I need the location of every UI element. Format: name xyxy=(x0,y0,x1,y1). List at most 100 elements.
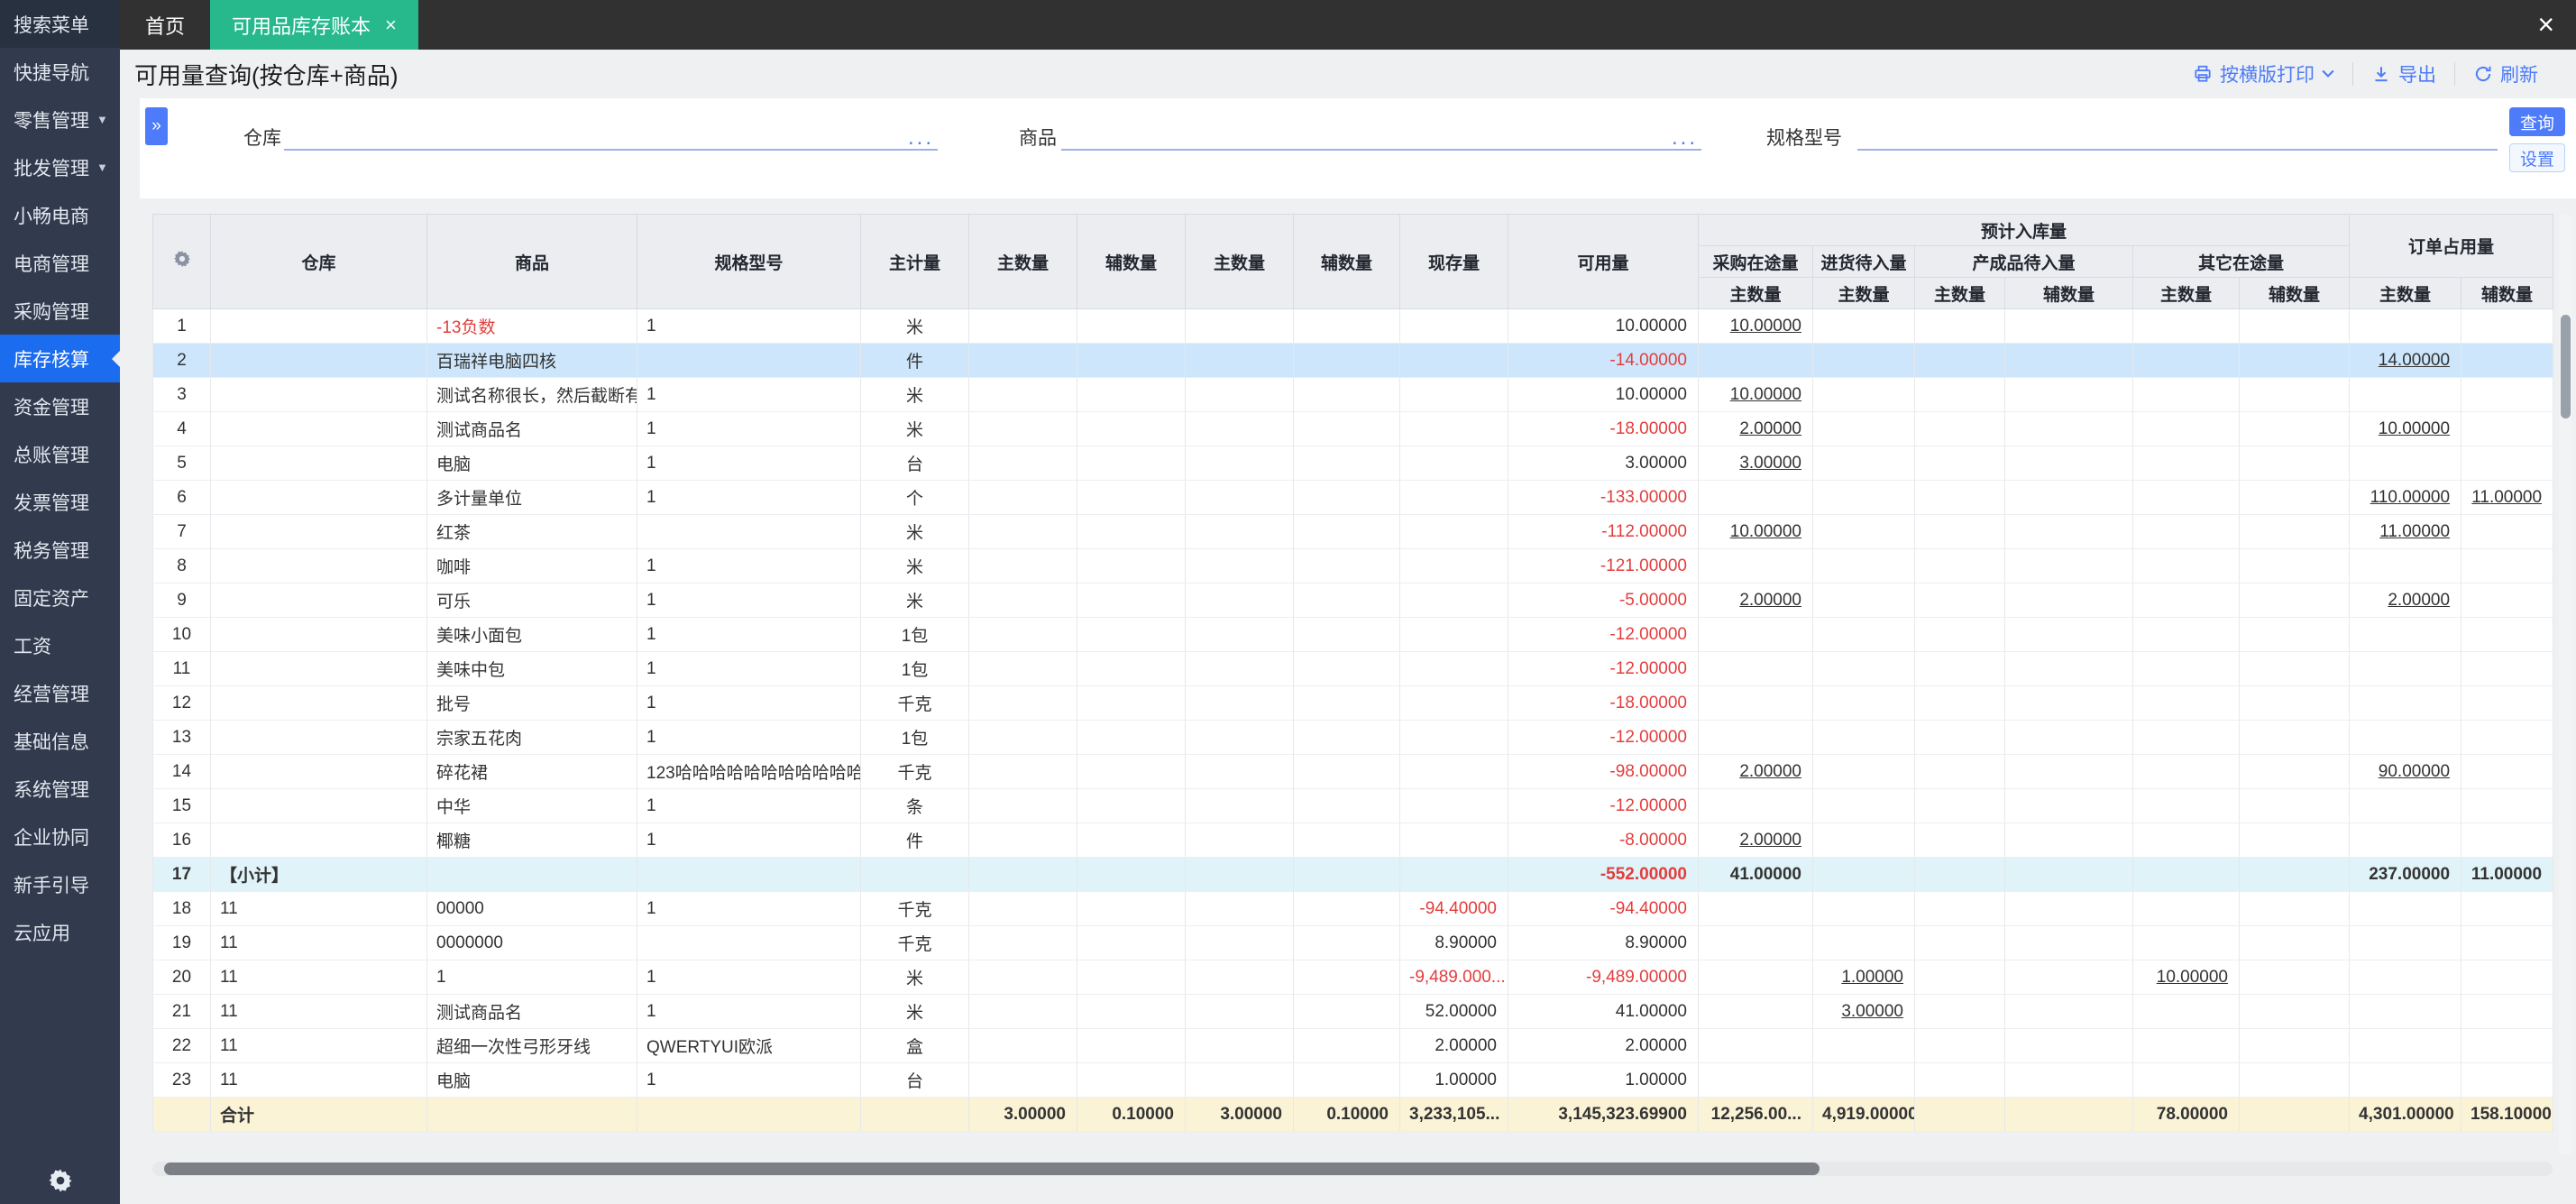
col-header-unit[interactable]: 主计量 xyxy=(860,214,969,309)
table-row[interactable]: 1 -13负数 1 米 10.00000 10.00000 xyxy=(152,308,2554,344)
cell[interactable]: 3.00000 xyxy=(1812,994,1915,1029)
table-row[interactable]: 4 测试商品名 1 米 -18.00000 2.00000 10.00000 xyxy=(152,411,2554,446)
table-row[interactable]: 14 碎花裙 123哈哈哈哈哈哈哈哈哈哈哈... 千克 -98.00000 2.00000… xyxy=(152,754,2554,789)
tab-home[interactable]: 首页 xyxy=(120,0,210,50)
query-button[interactable]: 查询 xyxy=(2509,107,2565,136)
product-input[interactable]: ... xyxy=(1061,115,1701,151)
cell[interactable]: 11.00000 xyxy=(2349,514,2462,549)
col-header-main-qty[interactable]: 主数量 xyxy=(968,214,1077,309)
table-row[interactable]: 5 电脑 1 台 3.00000 3.00000 xyxy=(152,446,2554,481)
print-landscape-button[interactable]: 按横版打印 xyxy=(2193,60,2334,87)
sidebar-item-19[interactable]: 云应用 xyxy=(0,908,120,956)
table-row[interactable]: 20 11 1 1 米 -9,489.000... -9,489.00000 1.00000 1… xyxy=(152,960,2554,995)
group-header-order-occupied[interactable]: 订单占用量 xyxy=(2349,214,2554,278)
col-header-stock[interactable]: 现存量 xyxy=(1399,214,1508,309)
col-header-purchase-transit[interactable]: 采购在途量 xyxy=(1698,245,1813,278)
cell[interactable]: 2.00000 xyxy=(1698,411,1813,446)
cell[interactable]: 10.00000 xyxy=(1698,514,1813,549)
export-button[interactable]: 导出 xyxy=(2371,60,2436,87)
col-header-main-qty[interactable]: 主数量 xyxy=(2349,277,2462,309)
cell[interactable]: 10.00000 xyxy=(1698,377,1813,412)
col-header-product[interactable]: 商品 xyxy=(426,214,637,309)
sidebar-item-15[interactable]: 基础信息 xyxy=(0,717,120,765)
table-row[interactable]: 22 11 超细一次性弓形牙线 QWERTYUI欧派盒 2.00000 2.00000 xyxy=(152,1028,2554,1063)
sidebar-item-11[interactable]: 税务管理 xyxy=(0,526,120,574)
horizontal-scrollbar[interactable] xyxy=(152,1162,2553,1176)
spec-input[interactable] xyxy=(1857,115,2498,151)
warehouse-picker-button[interactable]: ... xyxy=(907,125,934,150)
column-settings-button[interactable] xyxy=(152,214,211,309)
cell[interactable]: 110.00000 xyxy=(2349,480,2462,515)
cell[interactable]: 11.00000 xyxy=(2461,480,2554,515)
sidebar-item-17[interactable]: 企业协同 xyxy=(0,813,120,860)
cell[interactable]: 10.00000 xyxy=(2349,411,2462,446)
sidebar-item-4[interactable]: 小畅电商 xyxy=(0,191,120,239)
settings-gear-icon[interactable] xyxy=(0,1168,120,1193)
sidebar-item-8[interactable]: 资金管理 xyxy=(0,382,120,430)
product-picker-button[interactable]: ... xyxy=(1671,125,1698,150)
sidebar-item-5[interactable]: 电商管理 xyxy=(0,239,120,287)
sidebar-item-0[interactable]: 搜索菜单 xyxy=(0,0,120,48)
col-header-main-qty[interactable]: 主数量 xyxy=(1698,277,1813,309)
table-row[interactable]: 13 宗家五花肉 1 1包 -12.00000 xyxy=(152,720,2554,755)
table-row[interactable]: 10 美味小面包 1 1包 -12.00000 xyxy=(152,617,2554,652)
sidebar-item-7[interactable]: 库存核算 xyxy=(0,335,120,382)
sidebar-item-3[interactable]: 批发管理 ▼ xyxy=(0,143,120,191)
table-row[interactable]: 6 多计量单位 1 个 -133.00000 110.00000 11.00000 xyxy=(152,480,2554,515)
table-row[interactable]: 8 咖啡 1 米 -121.00000 xyxy=(152,548,2554,584)
refresh-button[interactable]: 刷新 xyxy=(2473,60,2538,87)
table-row[interactable]: 15 中华 1 条 -12.00000 xyxy=(152,788,2554,823)
cell[interactable]: 2.00000 xyxy=(1698,823,1813,858)
group-header-expected-in[interactable]: 预计入库量 xyxy=(1697,214,2351,246)
sidebar-item-1[interactable]: 快捷导航 xyxy=(0,48,120,96)
vertical-scrollbar[interactable] xyxy=(2559,214,2572,1155)
sidebar-item-14[interactable]: 经营管理 xyxy=(0,669,120,717)
col-header-available[interactable]: 可用量 xyxy=(1508,214,1699,309)
table-row[interactable]: 23 11 电脑 1 台 1.00000 1.00000 xyxy=(152,1062,2554,1098)
sidebar-item-9[interactable]: 总账管理 xyxy=(0,430,120,478)
cell[interactable]: 2.00000 xyxy=(1698,754,1813,789)
sidebar-item-16[interactable]: 系统管理 xyxy=(0,765,120,813)
col-header-finished-pending[interactable]: 产成品待入量 xyxy=(1914,245,2133,278)
table-row[interactable]: 21 11 测试商品名 1 米 52.00000 41.00000 3.00000 xyxy=(152,994,2554,1029)
col-header-aux-qty[interactable]: 辅数量 xyxy=(1077,214,1186,309)
col-header-main-qty[interactable]: 主数量 xyxy=(1812,277,1915,309)
sidebar-item-6[interactable]: 采购管理 xyxy=(0,287,120,335)
warehouse-input[interactable]: ... xyxy=(284,115,938,151)
tab-active-inventory-ledger[interactable]: 可用品库存账本 × xyxy=(210,0,418,50)
col-header-spec[interactable]: 规格型号 xyxy=(637,214,861,309)
cell[interactable]: 14.00000 xyxy=(2349,343,2462,378)
cell[interactable]: 2.00000 xyxy=(1698,583,1813,618)
cell[interactable]: 10.00000 xyxy=(2132,960,2240,995)
col-header-aux-qty[interactable]: 辅数量 xyxy=(2238,277,2351,309)
table-row[interactable]: 2 百瑞祥电脑四核 件 -14.00000 14.00000 xyxy=(152,343,2554,378)
col-header-main-qty[interactable]: 主数量 xyxy=(1185,214,1294,309)
col-header-aux-qty[interactable]: 辅数量 xyxy=(2461,277,2554,309)
close-all-icon[interactable]: × xyxy=(2516,8,2576,41)
sidebar-item-2[interactable]: 零售管理 ▼ xyxy=(0,96,120,143)
sidebar-item-12[interactable]: 固定资产 xyxy=(0,574,120,621)
sidebar-item-10[interactable]: 发票管理 xyxy=(0,478,120,526)
col-header-aux-qty[interactable]: 辅数量 xyxy=(1293,214,1400,309)
vertical-scrollbar-thumb[interactable] xyxy=(2561,315,2571,418)
col-header-main-qty[interactable]: 主数量 xyxy=(1914,277,2005,309)
tab-close-icon[interactable]: × xyxy=(385,13,397,36)
col-header-other-transit[interactable]: 其它在途量 xyxy=(2131,245,2351,278)
horizontal-scrollbar-thumb[interactable] xyxy=(164,1163,1820,1175)
table-row[interactable]: 18 11 00000 1 千克 -94.40000 -94.40000 xyxy=(152,891,2554,926)
table-row[interactable]: 11 美味中包 1 1包 -12.00000 xyxy=(152,651,2554,686)
cell[interactable]: 3.00000 xyxy=(1698,446,1813,481)
cell[interactable]: 1.00000 xyxy=(1812,960,1915,995)
table-row[interactable]: 16 椰糖 1 件 -8.00000 2.00000 xyxy=(152,823,2554,858)
cell[interactable]: 90.00000 xyxy=(2349,754,2462,789)
cell[interactable]: 2.00000 xyxy=(2349,583,2462,618)
table-row[interactable]: 19 11 0000000 千克 8.90000 8.90000 xyxy=(152,925,2554,960)
cell[interactable]: 10.00000 xyxy=(1698,308,1813,344)
table-row[interactable]: 12 批号 1 千克 -18.00000 xyxy=(152,685,2554,721)
table-row[interactable]: 9 可乐 1 米 -5.00000 2.00000 2.00000 xyxy=(152,583,2554,618)
col-header-warehouse[interactable]: 仓库 xyxy=(210,214,427,309)
sidebar-item-18[interactable]: 新手引导 xyxy=(0,860,120,908)
collapse-filters-button[interactable]: » xyxy=(145,107,168,145)
col-header-main-qty[interactable]: 主数量 xyxy=(2132,277,2240,309)
